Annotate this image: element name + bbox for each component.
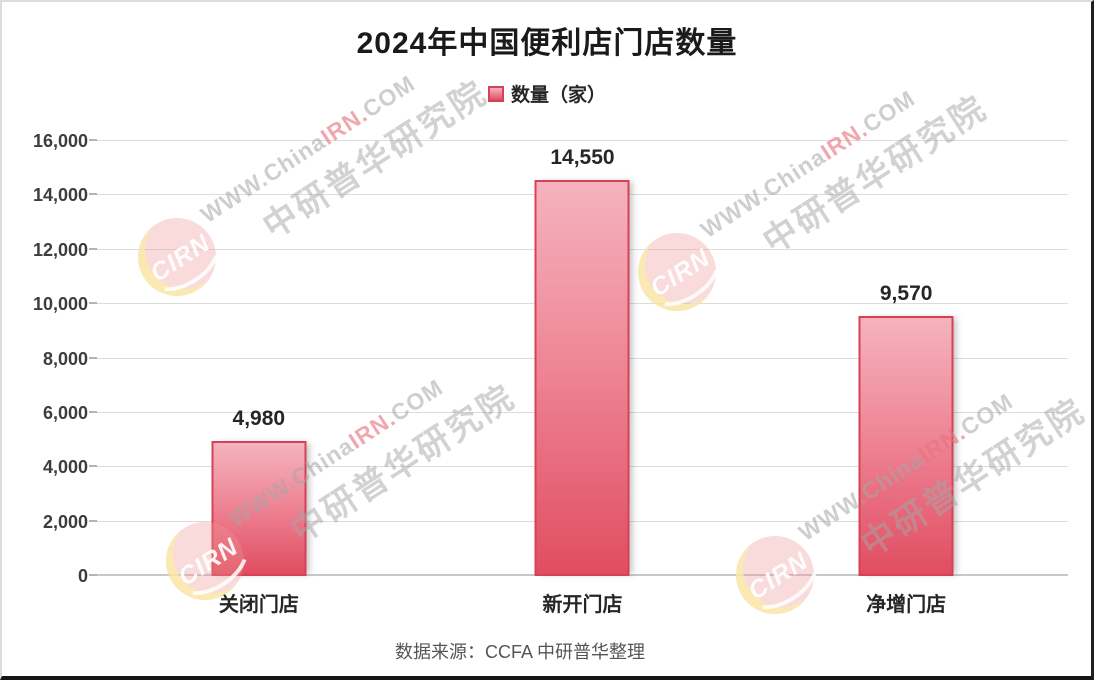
y-axis-tick xyxy=(89,410,97,413)
bar-slot: 4,980 xyxy=(97,141,421,576)
legend-label: 数量（家） xyxy=(510,85,606,106)
bar-value-label: 14,550 xyxy=(550,146,615,170)
y-axis-tick xyxy=(89,247,97,250)
y-axis: 0 2,000 4,000 6,000 8,000 10,000 12,000 14,000 1… xyxy=(0,132,88,585)
bar-3 xyxy=(858,315,954,576)
bar-1 xyxy=(211,440,307,576)
legend-swatch-icon xyxy=(487,85,504,102)
y-axis-tick xyxy=(89,356,97,359)
bar-value-label: 4,980 xyxy=(232,406,286,430)
bar-slot: 9,570 xyxy=(744,141,1068,576)
y-axis-label: 16,000 xyxy=(32,131,88,151)
y-axis-tick xyxy=(89,302,97,305)
bar-slot: 14,550 xyxy=(421,141,745,576)
data-source-note: 数据来源：CCFA 中研普华整理 xyxy=(394,642,645,662)
category-label: 净增门店 xyxy=(866,594,947,616)
bar-2 xyxy=(534,180,630,576)
gridline xyxy=(97,140,1068,141)
category-label: 关闭门店 xyxy=(218,594,299,616)
y-axis-tick xyxy=(89,465,97,468)
legend: 数量（家） xyxy=(0,80,1094,107)
y-axis-tick xyxy=(89,193,97,196)
y-axis-tick xyxy=(89,519,97,522)
y-axis-tick xyxy=(89,139,97,141)
y-axis-label: 8,000 xyxy=(42,348,88,369)
y-axis-label: 2,000 xyxy=(42,511,88,532)
plot-area: 4,980 14,550 9,570 xyxy=(89,139,1068,576)
y-axis-tick xyxy=(89,574,97,576)
y-axis-label: 4,000 xyxy=(42,457,88,478)
y-axis-label: 14,000 xyxy=(32,185,88,206)
y-axis-label: 6,000 xyxy=(42,402,88,423)
x-axis-category-labels: 关闭门店 新开门店 净增门店 xyxy=(97,588,1068,617)
y-axis-label: 12,000 xyxy=(32,239,88,260)
category-label: 新开门店 xyxy=(542,594,623,616)
bar-value-label: 9,570 xyxy=(879,281,933,305)
chart-title: 2024年中国便利店门店数量 xyxy=(356,27,738,60)
y-axis-label: 10,000 xyxy=(32,294,88,315)
y-axis-label: 0 xyxy=(77,566,88,586)
